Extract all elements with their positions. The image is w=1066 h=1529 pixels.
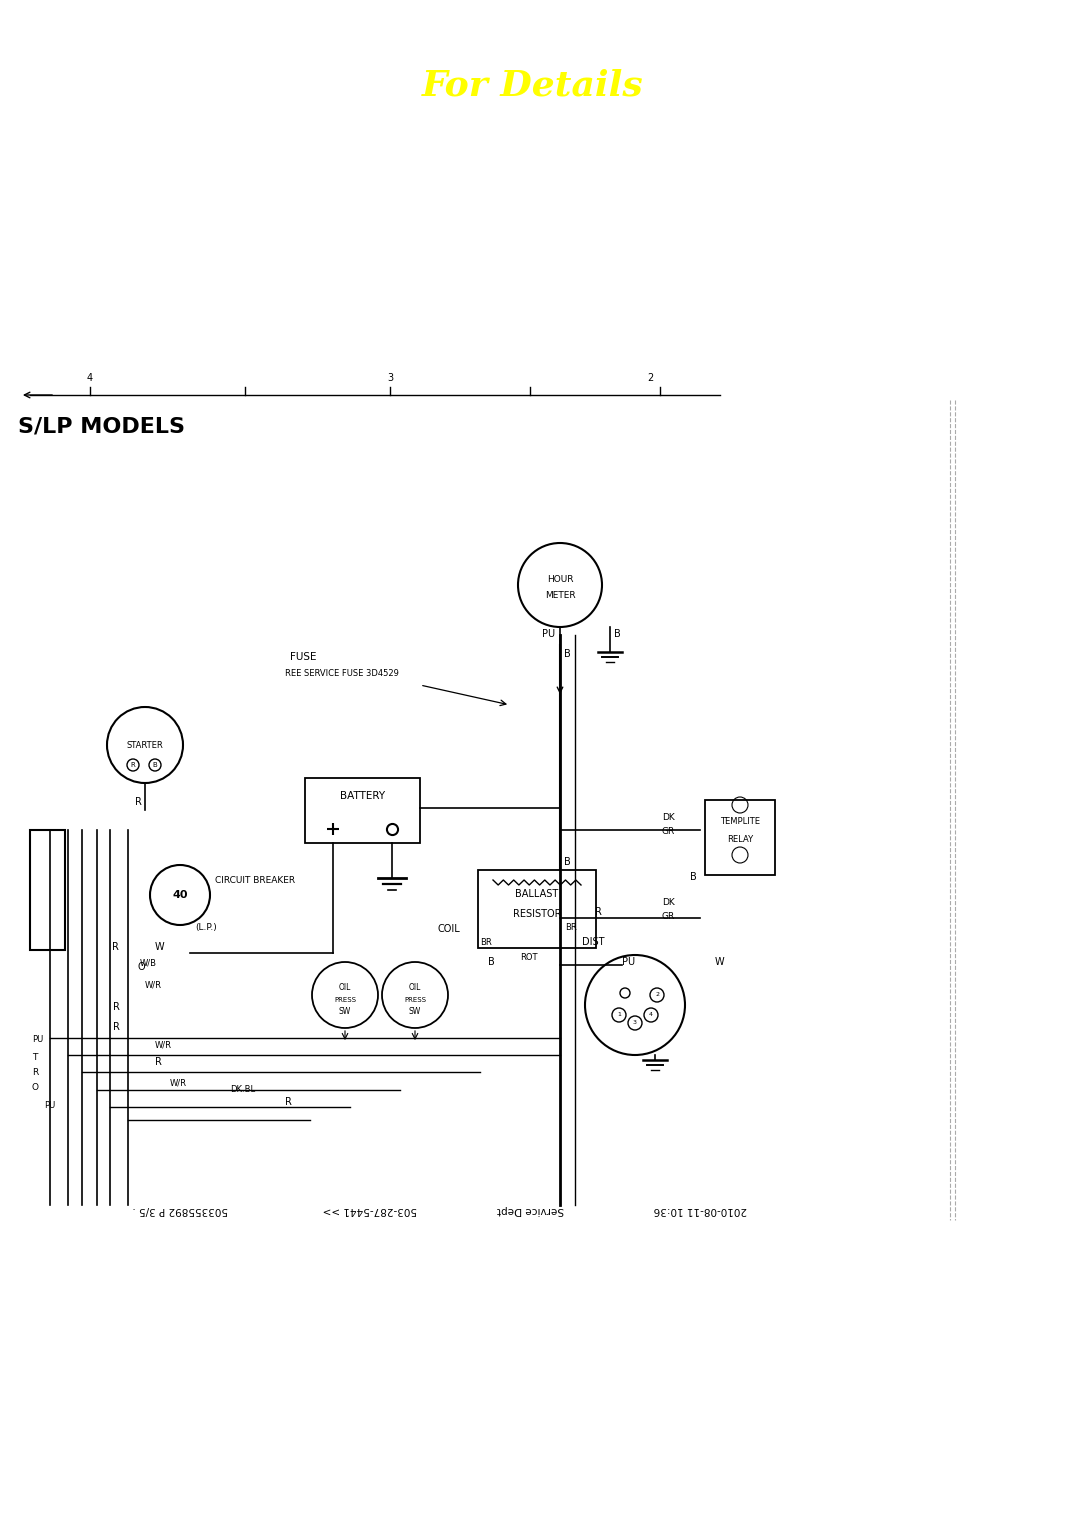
Text: PU: PU <box>32 1035 44 1044</box>
Text: GR: GR <box>662 911 675 920</box>
Text: BATTERY: BATTERY <box>340 790 385 801</box>
Text: OIL: OIL <box>409 983 421 991</box>
Text: DK: DK <box>662 898 675 907</box>
Text: T: T <box>32 1053 37 1063</box>
Text: DK.BL: DK.BL <box>230 1086 255 1095</box>
Text: For Details: For Details <box>422 69 644 102</box>
Text: SW: SW <box>339 1008 351 1017</box>
Text: R: R <box>131 761 135 768</box>
Text: PU: PU <box>44 1101 55 1110</box>
Text: CIRCUIT BREAKER: CIRCUIT BREAKER <box>215 876 295 885</box>
Text: 40: 40 <box>173 890 188 901</box>
Text: B: B <box>614 628 620 639</box>
Text: DK: DK <box>662 813 675 823</box>
Text: BR: BR <box>565 924 577 933</box>
Text: DIST: DIST <box>582 937 604 946</box>
Text: 4: 4 <box>649 1012 653 1017</box>
Text: R: R <box>155 1057 162 1067</box>
Text: BR: BR <box>480 937 491 946</box>
Text: B: B <box>152 761 158 768</box>
Text: B: B <box>564 648 570 659</box>
Text: STARTER: STARTER <box>127 740 163 749</box>
Text: PRESS: PRESS <box>334 997 356 1003</box>
Text: W: W <box>155 942 164 953</box>
Text: (L.P.): (L.P.) <box>195 924 216 933</box>
Text: RELAY: RELAY <box>727 835 753 844</box>
Text: GR: GR <box>662 827 675 836</box>
Text: W/R: W/R <box>145 982 162 989</box>
Text: METER: METER <box>545 590 576 599</box>
Text: Service Dept: Service Dept <box>497 1205 564 1216</box>
Text: R: R <box>595 907 602 917</box>
Text: BALLAST: BALLAST <box>515 888 559 899</box>
Text: W/R: W/R <box>169 1078 187 1087</box>
Text: 2: 2 <box>647 373 653 382</box>
Text: 1: 1 <box>617 1012 620 1017</box>
Text: W/R: W/R <box>155 1040 172 1049</box>
Text: HOUR: HOUR <box>547 575 574 584</box>
Text: 4: 4 <box>87 373 93 382</box>
Text: B: B <box>564 856 570 867</box>
Text: S/LP MODELS: S/LP MODELS <box>18 417 185 437</box>
Text: R: R <box>112 942 119 953</box>
Text: PU: PU <box>621 957 635 966</box>
Text: R: R <box>32 1067 38 1076</box>
Text: W: W <box>715 957 725 966</box>
Text: PRESS: PRESS <box>404 997 426 1003</box>
Text: B: B <box>690 872 697 882</box>
Text: R: R <box>135 797 142 807</box>
Text: O: O <box>32 1083 39 1092</box>
Text: REE SERVICE FUSE 3D4529: REE SERVICE FUSE 3D4529 <box>285 670 399 677</box>
Text: R: R <box>113 1001 119 1012</box>
Text: FUSE: FUSE <box>290 651 317 662</box>
Text: W/B: W/B <box>140 959 157 966</box>
Text: R: R <box>113 1021 119 1032</box>
Text: O: O <box>138 962 146 972</box>
Text: PU: PU <box>542 628 555 639</box>
Text: 503-287-5441 >>: 503-287-5441 >> <box>323 1205 417 1216</box>
Text: 3: 3 <box>387 373 393 382</box>
Text: TEMPLITE: TEMPLITE <box>720 818 760 827</box>
Text: 2: 2 <box>655 992 659 997</box>
Text: 503355892 P 3/5 .: 503355892 P 3/5 . <box>132 1205 228 1216</box>
Text: TAP HERE: TAP HERE <box>491 31 575 46</box>
Text: OIL: OIL <box>339 983 351 991</box>
Text: B: B <box>488 957 495 966</box>
Text: COIL: COIL <box>438 924 461 934</box>
Text: 3: 3 <box>633 1020 637 1026</box>
Text: RESISTOR: RESISTOR <box>513 910 562 919</box>
Text: SW: SW <box>409 1008 421 1017</box>
Text: ROT: ROT <box>520 953 537 962</box>
Text: R: R <box>285 1096 292 1107</box>
Text: 2010-08-11 10:36: 2010-08-11 10:36 <box>653 1205 746 1216</box>
